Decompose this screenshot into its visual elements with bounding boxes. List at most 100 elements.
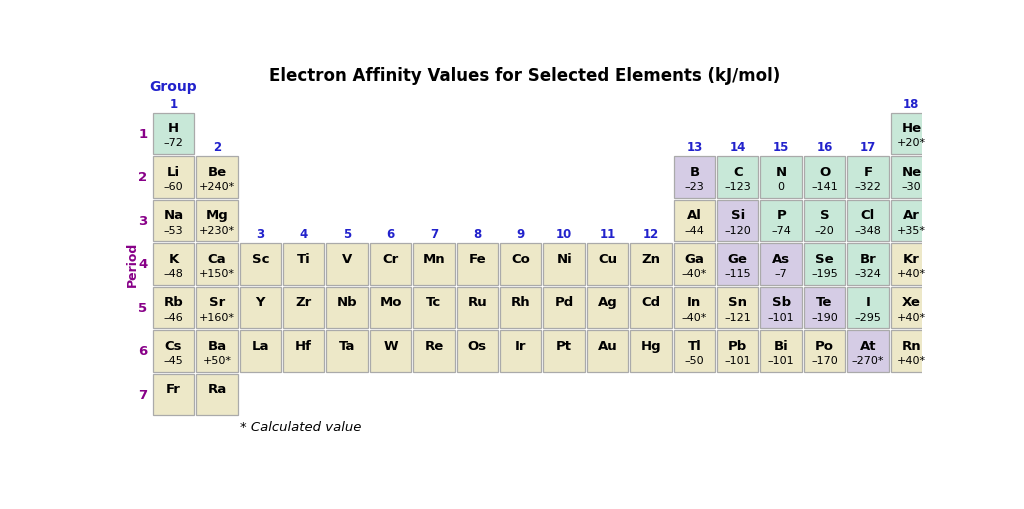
- FancyBboxPatch shape: [717, 330, 759, 372]
- FancyBboxPatch shape: [761, 244, 802, 285]
- Text: Mn: Mn: [423, 252, 445, 265]
- Text: 6: 6: [386, 228, 394, 241]
- Text: –40*: –40*: [682, 268, 707, 278]
- Text: O: O: [819, 165, 830, 178]
- Text: Au: Au: [598, 339, 617, 352]
- FancyBboxPatch shape: [457, 287, 498, 328]
- FancyBboxPatch shape: [891, 157, 932, 198]
- FancyBboxPatch shape: [804, 330, 845, 372]
- FancyBboxPatch shape: [153, 287, 195, 328]
- Text: –74: –74: [771, 225, 792, 235]
- FancyBboxPatch shape: [847, 330, 889, 372]
- Text: Se: Se: [815, 252, 834, 265]
- Text: Pb: Pb: [728, 339, 748, 352]
- FancyBboxPatch shape: [414, 330, 455, 372]
- Text: Ta: Ta: [339, 339, 355, 352]
- FancyBboxPatch shape: [370, 244, 412, 285]
- FancyBboxPatch shape: [327, 244, 368, 285]
- Text: Period: Period: [126, 242, 139, 287]
- Text: At: At: [860, 339, 877, 352]
- Text: Os: Os: [468, 339, 486, 352]
- Text: –101: –101: [768, 312, 795, 322]
- FancyBboxPatch shape: [587, 287, 629, 328]
- Text: 12: 12: [643, 228, 659, 241]
- Text: He: He: [901, 122, 922, 135]
- FancyBboxPatch shape: [544, 244, 585, 285]
- Text: Br: Br: [859, 252, 877, 265]
- FancyBboxPatch shape: [674, 200, 715, 242]
- FancyBboxPatch shape: [500, 287, 542, 328]
- FancyBboxPatch shape: [327, 330, 368, 372]
- Text: 4: 4: [138, 258, 147, 271]
- FancyBboxPatch shape: [674, 244, 715, 285]
- Text: –190: –190: [811, 312, 838, 322]
- FancyBboxPatch shape: [630, 330, 672, 372]
- Text: W: W: [383, 339, 398, 352]
- Text: 3: 3: [256, 228, 264, 241]
- Text: P: P: [776, 209, 786, 221]
- Text: 7: 7: [430, 228, 438, 241]
- Text: 11: 11: [599, 228, 615, 241]
- Text: +40*: +40*: [897, 312, 926, 322]
- FancyBboxPatch shape: [197, 330, 238, 372]
- Text: Ne: Ne: [901, 165, 922, 178]
- Text: Fe: Fe: [469, 252, 486, 265]
- Text: Kr: Kr: [903, 252, 920, 265]
- FancyBboxPatch shape: [847, 244, 889, 285]
- Text: Cs: Cs: [165, 339, 182, 352]
- Text: –60: –60: [164, 182, 183, 191]
- Text: In: In: [687, 295, 701, 308]
- Text: 2: 2: [138, 171, 147, 184]
- Text: –123: –123: [724, 182, 752, 191]
- FancyBboxPatch shape: [761, 200, 802, 242]
- Text: Bi: Bi: [774, 339, 788, 352]
- FancyBboxPatch shape: [153, 200, 195, 242]
- Text: –72: –72: [164, 138, 183, 148]
- Text: 4: 4: [300, 228, 308, 241]
- FancyBboxPatch shape: [370, 287, 412, 328]
- FancyBboxPatch shape: [674, 157, 715, 198]
- Text: Tc: Tc: [426, 295, 441, 308]
- FancyBboxPatch shape: [197, 287, 238, 328]
- Text: Cl: Cl: [861, 209, 876, 221]
- Text: Pd: Pd: [555, 295, 573, 308]
- Text: Sb: Sb: [771, 295, 791, 308]
- FancyBboxPatch shape: [891, 287, 932, 328]
- Text: –141: –141: [811, 182, 838, 191]
- Text: Be: Be: [208, 165, 226, 178]
- Text: 17: 17: [860, 141, 877, 154]
- Text: Ru: Ru: [468, 295, 487, 308]
- Text: B: B: [689, 165, 699, 178]
- Text: –270*: –270*: [852, 355, 884, 365]
- Text: 6: 6: [138, 345, 147, 358]
- FancyBboxPatch shape: [153, 330, 195, 372]
- FancyBboxPatch shape: [891, 244, 932, 285]
- FancyBboxPatch shape: [457, 244, 498, 285]
- Text: 8: 8: [473, 228, 481, 241]
- FancyBboxPatch shape: [891, 200, 932, 242]
- FancyBboxPatch shape: [804, 200, 845, 242]
- Text: Cr: Cr: [382, 252, 398, 265]
- Text: +40*: +40*: [897, 355, 926, 365]
- Text: –348: –348: [854, 225, 882, 235]
- Text: 15: 15: [773, 141, 790, 154]
- Text: Mo: Mo: [379, 295, 401, 308]
- Text: –44: –44: [684, 225, 705, 235]
- FancyBboxPatch shape: [544, 330, 585, 372]
- Text: 0: 0: [777, 182, 784, 191]
- FancyBboxPatch shape: [283, 287, 325, 328]
- FancyBboxPatch shape: [761, 287, 802, 328]
- FancyBboxPatch shape: [370, 330, 412, 372]
- Text: As: As: [772, 252, 791, 265]
- Text: Rn: Rn: [901, 339, 922, 352]
- Text: 18: 18: [903, 98, 920, 110]
- Text: Ra: Ra: [207, 382, 226, 395]
- FancyBboxPatch shape: [197, 157, 238, 198]
- FancyBboxPatch shape: [587, 244, 629, 285]
- Text: –48: –48: [164, 268, 183, 278]
- FancyBboxPatch shape: [804, 157, 845, 198]
- Text: Ba: Ba: [208, 339, 226, 352]
- Text: Group: Group: [150, 79, 198, 94]
- FancyBboxPatch shape: [761, 157, 802, 198]
- Text: Co: Co: [511, 252, 530, 265]
